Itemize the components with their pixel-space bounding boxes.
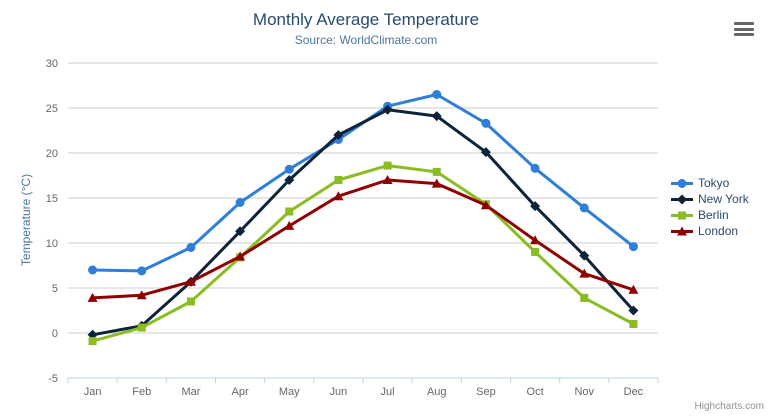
y-gridlines (68, 62, 658, 379)
series-new-york (87, 104, 639, 340)
data-point-marker[interactable] (530, 163, 540, 173)
x-tick-label: Nov (574, 386, 594, 398)
legend: Tokyo New York Berlin London (671, 177, 749, 238)
data-point-marker[interactable] (235, 226, 246, 237)
data-point-marker[interactable] (333, 130, 344, 140)
y-axis-labels: -5 0 5 10 15 20 25 30 (46, 58, 58, 385)
data-point-marker (677, 179, 687, 188)
data-point-marker (677, 226, 687, 236)
data-point-marker[interactable] (432, 90, 442, 99)
series-tokyo (88, 90, 638, 276)
data-point-marker[interactable] (628, 305, 639, 316)
x-tick-label: Jan (84, 386, 102, 398)
data-point-marker[interactable] (88, 337, 97, 346)
hamburger-icon (734, 33, 754, 36)
x-tick-label: Oct (527, 386, 544, 398)
data-point-marker[interactable] (285, 207, 294, 216)
hamburger-icon (734, 22, 754, 25)
x-tick-label: May (279, 386, 300, 398)
legend-item-london[interactable]: London (671, 225, 749, 238)
data-point-marker (678, 211, 686, 220)
x-tick-label: Mar (181, 386, 200, 398)
legend-label: Berlin (698, 208, 729, 222)
data-point-marker[interactable] (284, 164, 294, 174)
x-tick-label: Dec (624, 386, 644, 398)
x-tick-label: Feb (132, 386, 151, 398)
legend-label: Tokyo (698, 176, 730, 190)
data-point-marker[interactable] (579, 268, 590, 278)
data-point-marker[interactable] (186, 243, 196, 252)
data-point-marker[interactable] (431, 178, 442, 188)
y-tick-label: 10 (46, 238, 58, 250)
data-point-marker[interactable] (530, 201, 541, 212)
export-menu-button[interactable] (734, 22, 754, 36)
data-point-marker[interactable] (137, 323, 146, 332)
hamburger-icon (734, 27, 754, 31)
legend-marker-square-icon (671, 211, 693, 220)
data-point-marker[interactable] (284, 175, 295, 185)
y-tick-label: 5 (52, 283, 58, 295)
data-point-marker[interactable] (531, 248, 540, 256)
data-point-marker[interactable] (382, 175, 393, 184)
series-line (92, 178, 634, 300)
legend-item-tokyo[interactable]: Tokyo (671, 177, 749, 190)
data-point-marker[interactable] (480, 200, 491, 210)
data-point-marker[interactable] (580, 293, 589, 302)
data-point-marker[interactable] (88, 265, 98, 275)
data-point-marker (677, 194, 687, 205)
y-tick-label: 0 (52, 328, 58, 340)
data-point-marker[interactable] (628, 242, 638, 252)
data-point-marker[interactable] (432, 167, 441, 176)
data-point-marker[interactable] (235, 198, 245, 207)
data-point-marker[interactable] (333, 191, 344, 201)
legend-item-new-york[interactable]: New York (671, 193, 749, 206)
series-line (92, 108, 635, 337)
data-point-marker[interactable] (334, 176, 343, 184)
data-point-marker[interactable] (284, 220, 295, 230)
x-tick-label: Apr (232, 386, 249, 398)
y-tick-label: 15 (46, 193, 58, 205)
x-axis: Jan Feb Mar Apr May Jun Jul Aug Sep Oct Nov Dec (67, 377, 659, 398)
data-point-marker[interactable] (628, 284, 639, 294)
x-tick-label: Sep (476, 386, 496, 398)
data-point-marker[interactable] (186, 297, 195, 306)
legend-label: New York (698, 192, 749, 206)
chart-subtitle: Source: WorldClimate.com (294, 33, 438, 47)
data-point-marker[interactable] (235, 251, 246, 261)
data-point-marker[interactable] (185, 276, 196, 286)
legend-marker-circle-icon (671, 179, 693, 188)
series-london (87, 175, 639, 302)
data-point-marker[interactable] (480, 147, 491, 158)
x-tick-label: Jul (381, 386, 395, 398)
legend-item-berlin[interactable]: Berlin (671, 209, 749, 222)
data-point-marker[interactable] (579, 250, 590, 261)
legend-label: London (698, 224, 739, 238)
data-point-marker[interactable] (530, 235, 541, 245)
data-point-marker[interactable] (431, 111, 442, 122)
data-point-marker[interactable] (383, 161, 392, 170)
y-tick-label: 25 (46, 103, 58, 115)
credits-link[interactable]: Highcharts.com (694, 401, 764, 412)
legend-marker-triangle-icon (671, 226, 693, 236)
x-tick-label: Jun (330, 386, 348, 398)
data-point-marker[interactable] (382, 104, 393, 115)
data-point-marker[interactable] (137, 266, 147, 276)
data-point-marker[interactable] (481, 118, 491, 128)
data-point-marker[interactable] (136, 290, 147, 300)
data-point-marker[interactable] (579, 203, 589, 213)
legend-marker-diamond-icon (671, 194, 693, 205)
chart-title: Monthly Average Temperature (252, 10, 480, 29)
y-tick-label: -5 (48, 373, 58, 385)
y-tick-label: 20 (46, 148, 58, 160)
data-point-marker[interactable] (87, 292, 98, 302)
y-tick-label: 30 (46, 58, 58, 70)
series-line (92, 164, 635, 343)
data-point-marker[interactable] (629, 320, 638, 328)
x-tick-label: Aug (427, 386, 447, 398)
